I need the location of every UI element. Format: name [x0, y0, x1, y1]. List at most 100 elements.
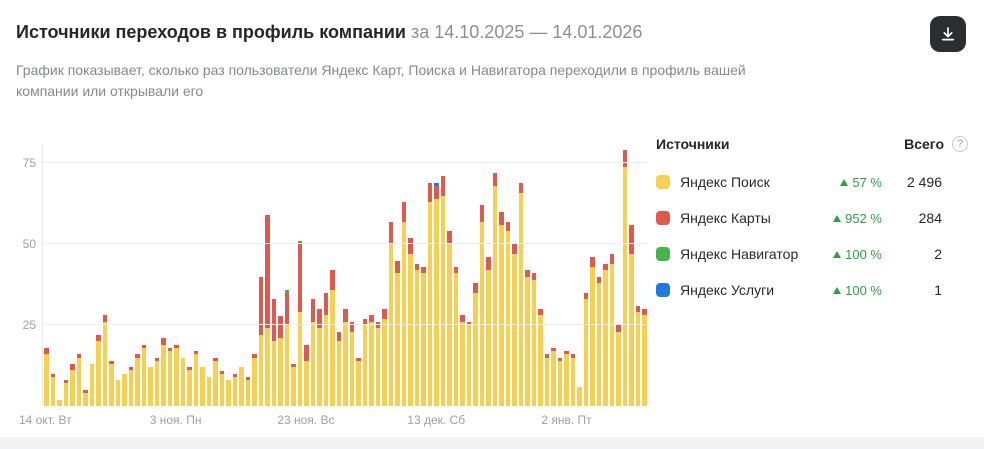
- bar-segment: [252, 354, 257, 358]
- bar-segment: [96, 341, 101, 406]
- bar-segment: [128, 370, 133, 406]
- bar-day-57: [414, 263, 419, 406]
- bar-segment: [70, 370, 75, 406]
- bar-segment: [258, 276, 263, 335]
- bar-segment: [128, 367, 133, 371]
- bar-segment: [76, 357, 81, 406]
- bar-segment: [518, 192, 523, 406]
- help-icon[interactable]: ?: [952, 136, 968, 152]
- bar-segment: [622, 166, 627, 406]
- bar-day-78: [551, 347, 556, 406]
- bar-segment: [466, 321, 471, 326]
- bar-segment: [70, 363, 75, 371]
- bar-segment: [57, 399, 62, 406]
- bar-segment: [271, 299, 276, 342]
- bar-segment: [531, 279, 536, 406]
- gridline-75: [43, 162, 648, 164]
- bar-segment: [460, 321, 465, 406]
- total-value: 2: [934, 246, 942, 262]
- bar-segment: [499, 224, 504, 406]
- legend-item-0[interactable]: Яндекс Поиск 57 % 2 496: [656, 174, 942, 190]
- bar-day-18: [161, 338, 166, 406]
- bar-segment: [291, 367, 296, 406]
- legend-color-swatch: [656, 211, 670, 225]
- bar-segment: [291, 364, 296, 368]
- download-button[interactable]: [930, 16, 966, 52]
- bar-day-20: [174, 344, 179, 406]
- bar-segment: [239, 367, 244, 406]
- legend-item-2[interactable]: Яндекс Навигатор 100 % 2: [656, 246, 942, 262]
- bar-day-33: [258, 276, 263, 406]
- bar-segment: [453, 273, 458, 406]
- bar-segment: [213, 357, 218, 361]
- bar-segment: [382, 318, 387, 406]
- bar-day-37: [284, 289, 289, 406]
- bar-day-39: [297, 241, 302, 406]
- bar-day-8: [96, 334, 101, 406]
- bar-segment: [466, 325, 471, 406]
- bar-day-80: [564, 351, 569, 406]
- bar-segment: [245, 380, 250, 406]
- x-tick-label: 14 окт. Вт: [18, 413, 72, 427]
- bar-segment: [434, 182, 439, 187]
- bar-day-44: [330, 270, 335, 406]
- bar-day-46: [343, 309, 348, 406]
- bar-segment: [50, 373, 55, 377]
- trend-change: 100 %: [833, 247, 882, 262]
- bar-segment: [583, 292, 588, 300]
- bar-segment: [109, 364, 114, 406]
- bar-segment: [297, 244, 302, 313]
- bar-day-0: [44, 347, 49, 406]
- bar-segment: [395, 273, 400, 406]
- trend-up-icon: [833, 286, 842, 294]
- bar-segment: [434, 199, 439, 406]
- legend-item-1[interactable]: Яндекс Карты 952 % 284: [656, 210, 942, 226]
- bar-segment: [219, 370, 224, 374]
- bar-segment: [304, 344, 309, 361]
- x-tick-label: 23 ноя. Вс: [277, 413, 335, 427]
- bar-day-89: [622, 150, 627, 406]
- bar-segment: [486, 270, 491, 406]
- bar-day-81: [570, 354, 575, 406]
- bar-day-62: [447, 231, 452, 406]
- bar-day-48: [356, 357, 361, 406]
- bar-day-24: [200, 367, 205, 406]
- bar-segment: [375, 328, 380, 406]
- bar-segment: [343, 321, 348, 406]
- bar-segment: [206, 376, 211, 406]
- bar-segment: [551, 347, 556, 351]
- bar-segment: [304, 360, 309, 406]
- bar-day-52: [382, 309, 387, 406]
- bar-segment: [284, 325, 289, 406]
- bar-day-71: [505, 221, 510, 406]
- bar-segment: [161, 338, 166, 345]
- bar-day-15: [141, 344, 146, 406]
- bar-segment: [44, 347, 49, 355]
- bar-segment: [265, 215, 270, 329]
- bar-segment: [193, 354, 198, 406]
- legend-header: Источники Всего ?: [656, 136, 968, 152]
- bar-segment: [161, 344, 166, 406]
- bar-day-41: [310, 299, 315, 406]
- period-label: за 14.10.2025 — 14.01.2026: [411, 22, 643, 42]
- bar-day-12: [122, 373, 127, 406]
- bar-day-75: [531, 273, 536, 406]
- bar-segment: [258, 334, 263, 406]
- bar-day-91: [635, 305, 640, 406]
- bar-segment: [265, 328, 270, 406]
- bar-segment: [63, 380, 68, 384]
- bar-segment: [629, 254, 634, 406]
- bar-segment: [174, 347, 179, 406]
- plot-area: [42, 144, 648, 406]
- bar-segment: [551, 351, 556, 406]
- y-tick-label-25: 25: [22, 318, 36, 333]
- bar-segment: [642, 308, 647, 316]
- bar-day-84: [590, 257, 595, 406]
- bar-day-88: [616, 325, 621, 406]
- legend-item-3[interactable]: Яндекс Услуги 100 % 1: [656, 282, 942, 298]
- bar-segment: [154, 357, 159, 361]
- bar-segment: [180, 357, 185, 406]
- bar-segment: [310, 299, 315, 322]
- bar-segment: [629, 224, 634, 254]
- bar-segment: [330, 289, 335, 406]
